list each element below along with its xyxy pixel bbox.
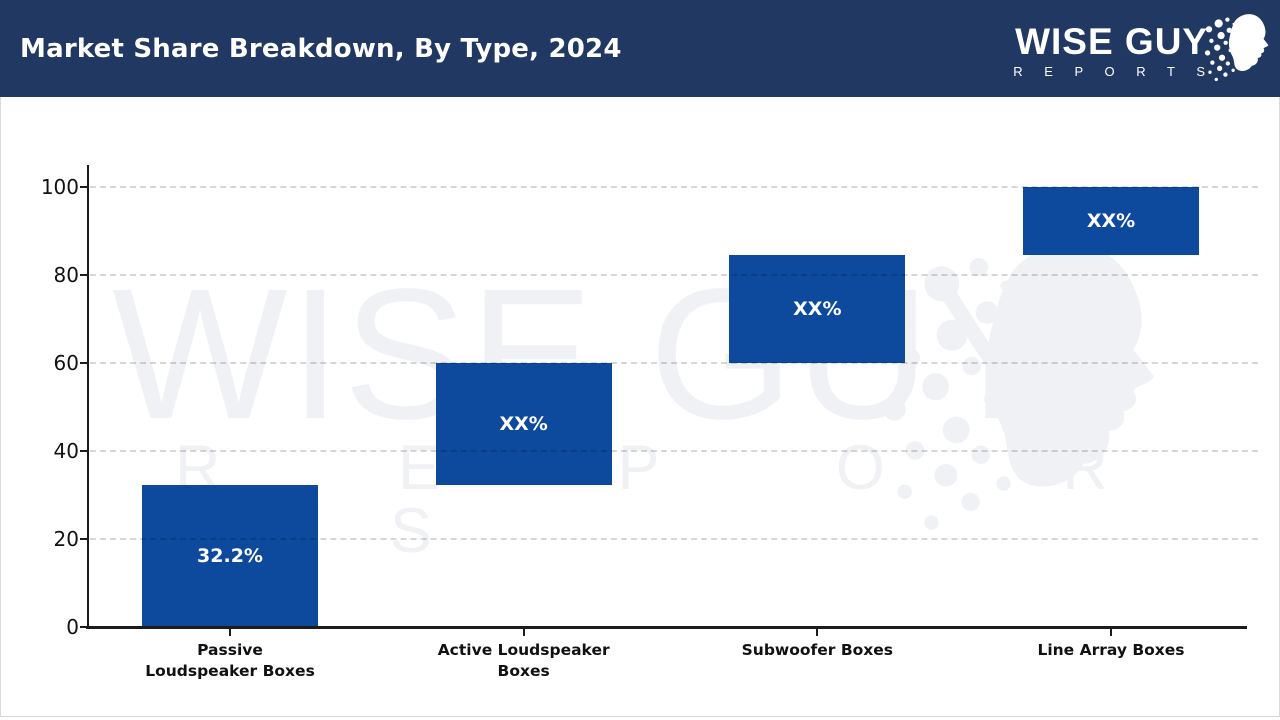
gridline-60 [90, 362, 1258, 364]
y-tick-mark [80, 450, 88, 452]
y-tick-label: 20 [53, 527, 79, 551]
y-tick-mark [80, 186, 88, 188]
bar-value-label: XX% [499, 413, 548, 436]
y-tick-mark [80, 626, 88, 628]
brand-logo: WISE GUY R E P O R T S [1009, 7, 1274, 93]
gridline-80 [90, 274, 1258, 276]
y-tick-mark [80, 362, 88, 364]
bar-segment [435, 363, 612, 486]
page-border-left [0, 97, 1, 717]
x-category-label-line: Loudspeaker Boxes [145, 661, 315, 680]
y-tick-label: 80 [53, 263, 79, 287]
x-category-label-line: Active Loudspeaker [437, 641, 610, 659]
brand-name: WISE GUY [1015, 20, 1209, 62]
x-category-label-line: Subwoofer Boxes [741, 641, 894, 659]
page-border-bottom [1, 716, 1279, 717]
x-tick-mark [229, 629, 231, 636]
brand-subname: R E P O R T S [1013, 63, 1214, 79]
header-bar: Market Share Breakdown, By Type, 2024 WI… [0, 0, 1280, 97]
bar-segment [1023, 187, 1199, 256]
bar-segment [142, 485, 318, 627]
x-category-label: Line Array Boxes [961, 640, 1261, 661]
bar-value-label: XX% [793, 298, 842, 321]
page-title: Market Share Breakdown, By Type, 2024 [20, 33, 622, 64]
x-tick-mark [522, 629, 525, 636]
y-tick-label: 0 [66, 615, 79, 639]
y-tick-label: 100 [40, 175, 79, 199]
gridline-20 [90, 538, 1258, 540]
bar-value-label: XX% [1086, 210, 1136, 233]
x-category-label-line: Line Array Boxes [1037, 641, 1185, 659]
gridline-100 [90, 186, 1258, 188]
x-tick-mark [816, 629, 819, 636]
x-category-label-line: Passive [197, 641, 263, 659]
y-tick-mark [80, 538, 88, 540]
x-tick-mark [1110, 629, 1112, 636]
x-category-label: Passive Loudspeaker Boxes [80, 640, 380, 681]
gridline-40 [90, 450, 1258, 452]
brand-head-icon [1204, 14, 1269, 82]
x-category-label: Subwoofer Boxes [667, 640, 967, 661]
brand-logo-text: WISE GUY R E P O R T S [1009, 23, 1214, 78]
x-axis-line [86, 626, 1247, 629]
y-tick-mark [80, 274, 88, 276]
y-axis-line [87, 165, 89, 629]
y-tick-label: 40 [53, 439, 79, 463]
y-tick-label: 60 [53, 351, 79, 375]
bar-segment [729, 255, 906, 363]
x-category-label: Active Loudspeaker Boxes [374, 640, 674, 681]
bar-value-label: 32.2% [197, 545, 263, 568]
x-category-label-line: Boxes [497, 661, 550, 680]
